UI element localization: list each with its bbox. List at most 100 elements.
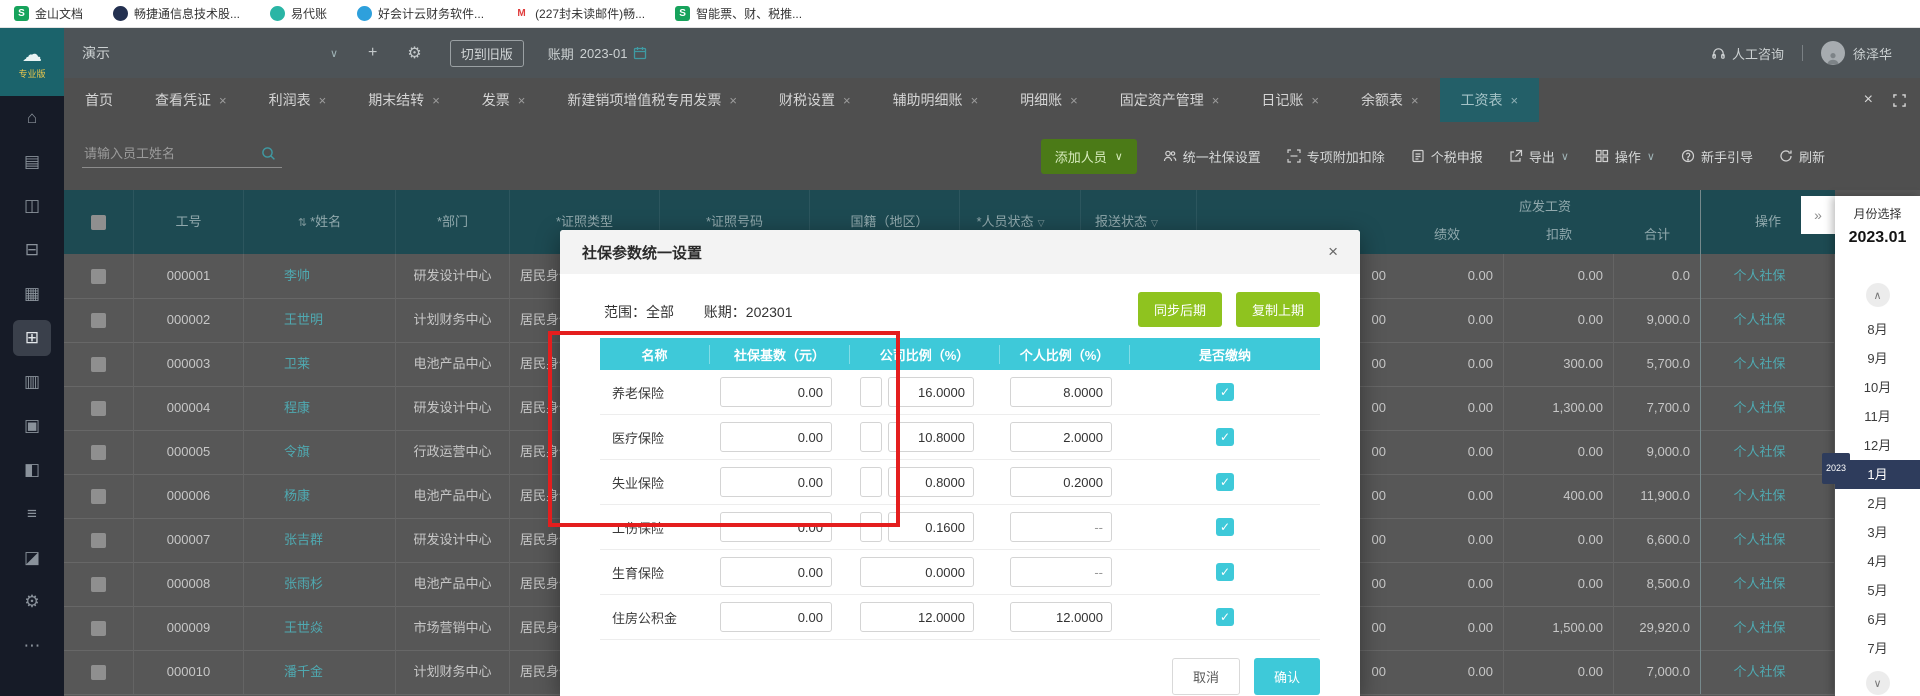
confirm-button[interactable]: 确认 [1253, 658, 1320, 695]
month-5月[interactable]: 5月 [1835, 576, 1920, 605]
toolbar-button-question[interactable]: 新手引导 [1681, 147, 1753, 166]
company-ratio-input[interactable]: 0.0000 [860, 557, 974, 587]
month-4月[interactable]: 4月 [1835, 547, 1920, 576]
emp-name-link[interactable]: 张吉群 [244, 518, 396, 562]
add-employee-button[interactable]: 添加人员 ∨ [1040, 138, 1137, 174]
header-report-status[interactable]: 报送状态 ▽ [1057, 190, 1197, 254]
month-11月[interactable]: 11月 [1835, 402, 1920, 431]
sidebar-item-reports[interactable]: ◫ [0, 184, 64, 228]
emp-name-link[interactable]: 李帅 [244, 254, 396, 298]
month-12月[interactable]: 12月 [1835, 431, 1920, 460]
personal-social-link[interactable]: 个人社保 [1733, 488, 1786, 503]
tab-close-icon[interactable]: × [1311, 92, 1319, 108]
personal-social-link[interactable]: 个人社保 [1733, 268, 1786, 283]
add-company-icon[interactable]: + [368, 44, 378, 61]
sync-later-button[interactable]: 同步后期 [1137, 292, 1222, 327]
company-selector[interactable]: 演示 ∨ [82, 43, 338, 63]
row-checkbox[interactable] [91, 489, 106, 505]
bookmark-item[interactable]: S 金山文档 [14, 5, 83, 22]
bookmark-item[interactable]: 畅捷通信息技术股... [113, 5, 240, 22]
emp-name-link[interactable]: 卫莱 [244, 342, 396, 386]
month-10月[interactable]: 10月 [1835, 373, 1920, 402]
base-input[interactable]: 0.00 [720, 557, 832, 587]
row-checkbox[interactable] [91, 401, 106, 417]
tab-close-icon[interactable]: × [729, 92, 737, 108]
row-checkbox[interactable] [91, 665, 106, 681]
pay-checkbox[interactable]: ✓ [1216, 473, 1234, 491]
personal-ratio-input[interactable]: -- [1010, 512, 1112, 542]
company-ratio-input[interactable]: 10.8000 [888, 422, 974, 452]
header-perf[interactable]: 绩效 [1433, 227, 1460, 242]
tab-利润表[interactable]: 利润表 × [248, 78, 348, 122]
personal-social-link[interactable]: 个人社保 [1733, 356, 1786, 371]
header-deduct[interactable]: 扣款 [1545, 227, 1572, 242]
emp-name-link[interactable]: 张雨杉 [244, 562, 396, 606]
bookmark-item[interactable]: M (227封未读邮件)畅... [514, 5, 645, 22]
modal-close-icon[interactable]: × [1328, 242, 1338, 261]
tab-明细账[interactable]: 明细账 × [999, 78, 1099, 122]
month-2月[interactable]: 2月 [1835, 489, 1920, 518]
tab-close-icon[interactable]: × [842, 92, 851, 108]
emp-name-link[interactable]: 杨康 [244, 474, 396, 518]
sidebar-item-inventory[interactable]: ▣ [0, 404, 64, 448]
company-mini-input[interactable] [860, 377, 882, 407]
tab-close-icon[interactable]: × [318, 92, 327, 108]
tab-财税设置[interactable]: 财税设置 × [758, 78, 872, 122]
row-checkbox[interactable] [91, 357, 106, 373]
tab-close-icon[interactable]: × [970, 92, 979, 108]
search-input[interactable] [82, 144, 251, 162]
sidebar-item-voucher[interactable]: ▤ [0, 140, 64, 184]
copy-previous-button[interactable]: 复制上期 [1235, 292, 1320, 327]
emp-name-link[interactable]: 王世焱 [244, 606, 396, 650]
sort-icon[interactable]: ⇅ [297, 217, 308, 229]
toolbar-button-grid[interactable]: 操作 ∨ [1595, 147, 1655, 166]
base-input[interactable]: 0.00 [720, 422, 832, 452]
pay-checkbox[interactable]: ✓ [1216, 608, 1234, 626]
row-checkbox[interactable] [91, 621, 106, 637]
tab-查看凭证[interactable]: 查看凭证 × [134, 78, 248, 122]
tab-辅助明细账[interactable]: 辅助明细账 × [872, 78, 1000, 122]
personal-ratio-input[interactable]: 2.0000 [1010, 422, 1112, 452]
personal-ratio-input[interactable]: 8.0000 [1010, 377, 1112, 407]
fullscreen-icon[interactable] [1893, 93, 1906, 107]
tab-发票[interactable]: 发票 × [461, 78, 547, 122]
month-7月[interactable]: 7月 [1835, 634, 1920, 663]
tab-close-icon[interactable]: × [1070, 92, 1078, 108]
tab-close-icon[interactable]: × [432, 92, 440, 108]
scroll-down-icon[interactable]: ∨ [1865, 671, 1890, 695]
row-checkbox[interactable] [91, 269, 106, 285]
personal-social-link[interactable]: 个人社保 [1733, 576, 1786, 591]
tab-日记账[interactable]: 日记账 × [1240, 78, 1340, 122]
cancel-button[interactable]: 取消 [1171, 658, 1240, 695]
tab-新建销项增值税专用发票[interactable]: 新建销项增值税专用发票 × [546, 78, 758, 122]
company-ratio-input[interactable]: 0.1600 [888, 512, 974, 542]
bookmark-item[interactable]: S 智能票、财、税推... [675, 5, 802, 22]
tab-期末结转[interactable]: 期末结转 × [347, 78, 461, 122]
header-name[interactable]: ⇅ *姓名 [244, 190, 396, 254]
sidebar-item-assets[interactable]: ▦ [0, 272, 64, 316]
header-dept[interactable]: *部门 [396, 190, 510, 254]
tab-close-icon[interactable]: × [1410, 92, 1419, 108]
company-mini-input[interactable] [860, 512, 882, 542]
toolbar-button-people[interactable]: 统一社保设置 [1163, 147, 1261, 166]
base-input[interactable]: 0.00 [720, 467, 832, 497]
sidebar-item-invoice[interactable]: ◧ [0, 448, 64, 492]
sidebar-item-closing[interactable]: ⊟ [0, 228, 64, 272]
personal-social-link[interactable]: 个人社保 [1733, 444, 1786, 459]
month-3月[interactable]: 3月 [1835, 518, 1920, 547]
base-input[interactable]: 0.00 [720, 602, 832, 632]
sidebar-item-funds[interactable]: ◪ [0, 536, 64, 580]
settings-gear-icon[interactable]: ⚙ [407, 45, 422, 62]
pay-checkbox[interactable]: ✓ [1216, 428, 1234, 446]
tab-工资表[interactable]: 工资表 × [1439, 78, 1540, 122]
filter-icon[interactable]: ▽ [1037, 218, 1045, 228]
header-total[interactable]: 合计 [1643, 227, 1670, 242]
emp-name-link[interactable]: 令旗 [244, 430, 396, 474]
company-ratio-input[interactable]: 0.8000 [888, 467, 974, 497]
pay-checkbox[interactable]: ✓ [1216, 383, 1234, 401]
select-all-checkbox[interactable] [91, 215, 106, 231]
company-mini-input[interactable] [860, 467, 882, 497]
toolbar-button-scan[interactable]: 专项附加扣除 [1287, 147, 1385, 166]
sidebar-item-salary[interactable]: ⊞ [0, 316, 64, 360]
bookmark-item[interactable]: 好会计云财务软件... [357, 5, 484, 22]
